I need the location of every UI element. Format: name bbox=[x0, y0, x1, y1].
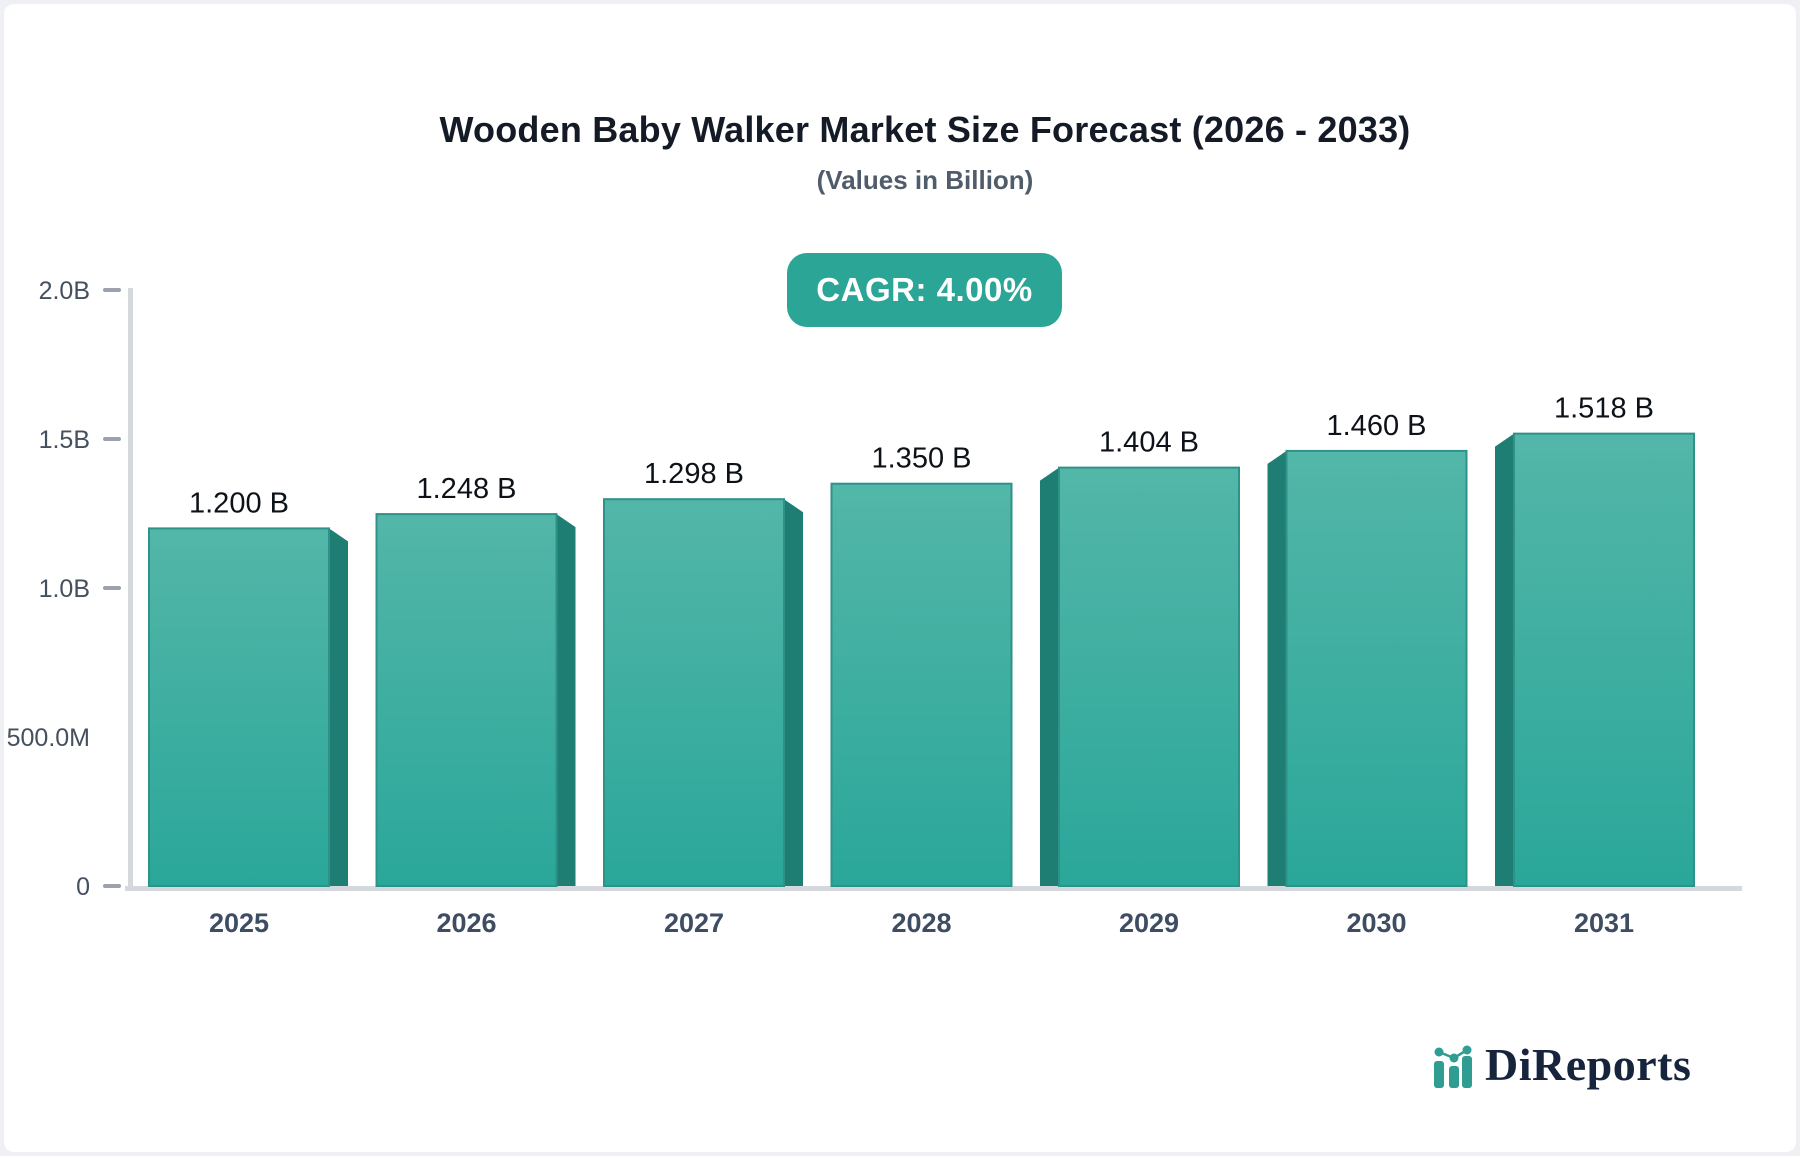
y-tick-label: 1.0B bbox=[39, 575, 90, 603]
y-tick-label: 500.0M bbox=[7, 724, 90, 752]
x-tick-label: 2027 bbox=[664, 908, 724, 938]
y-tick-label: 2.0B bbox=[39, 277, 90, 305]
bar-chart-trend-icon bbox=[1434, 1045, 1472, 1088]
x-tick-label: 2025 bbox=[209, 908, 269, 938]
trend-dot bbox=[1462, 1045, 1472, 1055]
y-tick-dash bbox=[103, 437, 121, 441]
y-tick-label: 0 bbox=[76, 873, 90, 901]
x-tick-label: 2030 bbox=[1346, 908, 1406, 938]
bar-face bbox=[1513, 432, 1695, 887]
bar-side bbox=[784, 499, 803, 886]
bar-value-label: 1.518 B bbox=[1554, 393, 1654, 425]
x-tick-label: 2026 bbox=[436, 908, 496, 938]
trend-dot bbox=[1434, 1047, 1444, 1057]
logo-bar bbox=[1434, 1061, 1444, 1088]
bar-value-label: 1.248 B bbox=[417, 473, 517, 505]
y-tick-label: 1.5B bbox=[39, 426, 90, 454]
bar-value-label: 1.200 B bbox=[189, 487, 289, 519]
bar-face bbox=[1058, 466, 1240, 887]
brand-logo: DiReports bbox=[1432, 1034, 1691, 1090]
cagr-badge: CAGR: 4.00% bbox=[787, 253, 1062, 327]
trend-dot bbox=[1449, 1053, 1459, 1063]
bar-face bbox=[830, 482, 1013, 887]
brand-name: DiReports bbox=[1485, 1039, 1692, 1090]
bar-face bbox=[375, 513, 558, 887]
bar-value-label: 1.404 B bbox=[1099, 427, 1199, 459]
y-axis-line bbox=[128, 288, 133, 891]
market-size-bar-chart: 2.0B 1.5B 1.0B 500.0M 0 1.200 B 2025 1.248 B 202… bbox=[7, 277, 1742, 938]
logo-bar bbox=[1462, 1056, 1472, 1088]
x-tick-label: 2028 bbox=[891, 908, 951, 938]
y-tick-dash bbox=[103, 586, 121, 590]
bar-side bbox=[1495, 433, 1514, 886]
bar-side bbox=[329, 528, 348, 886]
chart-card: 2.0B 1.5B 1.0B 500.0M 0 1.200 B 2025 1.248 B 202… bbox=[4, 4, 1796, 1152]
bar-value-label: 1.350 B bbox=[872, 443, 972, 475]
bar-side bbox=[1267, 450, 1287, 886]
bar-value-label: 1.460 B bbox=[1327, 410, 1427, 442]
x-tick-label: 2029 bbox=[1119, 908, 1179, 938]
bar-value-label: 1.298 B bbox=[644, 458, 744, 490]
y-tick-dash bbox=[103, 288, 121, 292]
bar-face bbox=[148, 527, 330, 888]
bar-face bbox=[603, 498, 785, 887]
bar-side bbox=[556, 514, 576, 886]
logo-bar bbox=[1449, 1066, 1459, 1088]
y-tick-dash bbox=[103, 884, 121, 888]
x-axis-line bbox=[125, 886, 1742, 891]
x-tick-label: 2031 bbox=[1574, 908, 1634, 938]
bar-face bbox=[1285, 449, 1468, 887]
bar-side bbox=[1040, 467, 1059, 886]
